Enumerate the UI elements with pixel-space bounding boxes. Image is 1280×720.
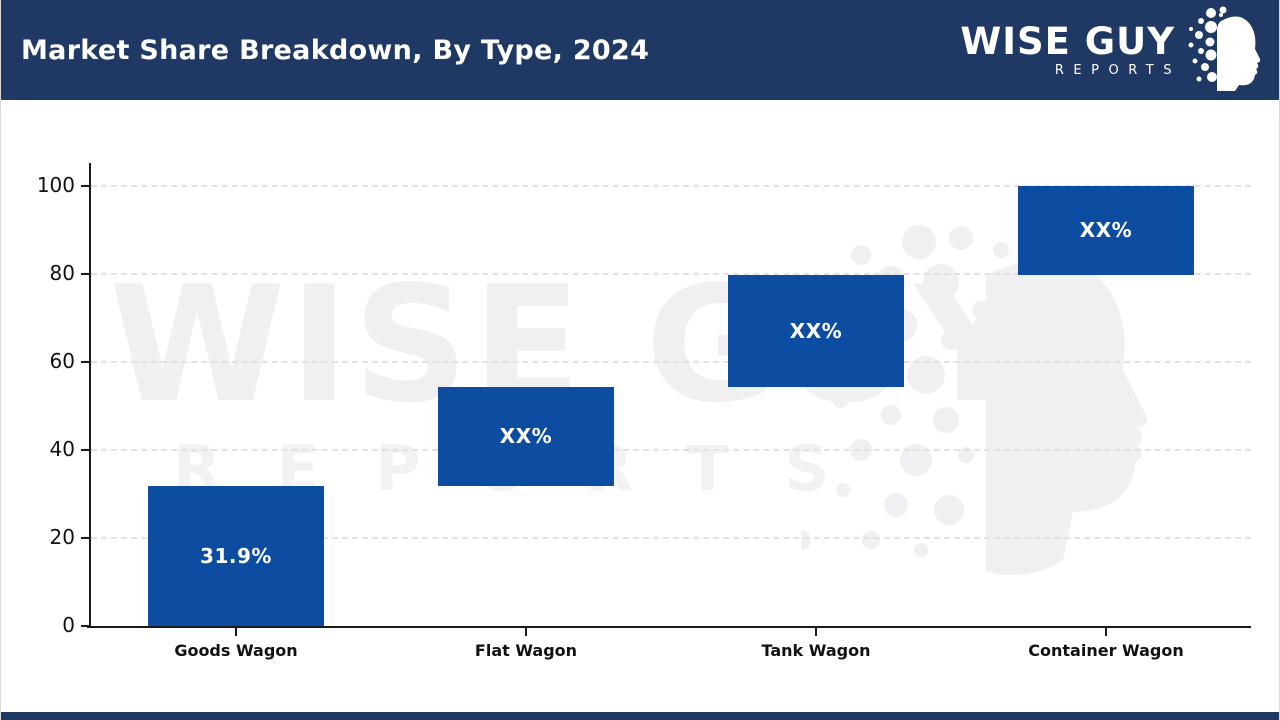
y-tick-60 <box>81 361 89 363</box>
y-tick-20 <box>81 537 89 539</box>
gridline-80 <box>91 273 1251 275</box>
logo-subtitle: REPORTS <box>1054 63 1181 78</box>
y-tick-label-0: 0 <box>62 613 75 637</box>
footer-bar <box>1 712 1279 720</box>
y-tick-label-80: 80 <box>49 261 75 285</box>
x-tick-0 <box>235 628 237 636</box>
logo-head-icon <box>1177 5 1261 95</box>
x-axis-line <box>87 626 1251 628</box>
x-category-label: Flat Wagon <box>474 641 578 660</box>
x-tick-2 <box>815 628 817 636</box>
y-axis-line <box>89 163 91 628</box>
gridline-40 <box>91 449 1251 451</box>
wise-guy-logo: WISE GUY REPORTS <box>960 5 1261 95</box>
x-category-label: Tank Wagon <box>761 641 871 660</box>
y-tick-80 <box>81 273 89 275</box>
bar-value-label: XX% <box>789 318 843 343</box>
bar-value-label: XX% <box>1079 218 1133 243</box>
y-tick-label-40: 40 <box>49 437 75 461</box>
bar-value-label: 31.9% <box>200 543 272 568</box>
x-tick-3 <box>1105 628 1107 636</box>
x-category-label: Goods Wagon <box>174 641 298 660</box>
y-tick-40 <box>81 449 89 451</box>
bar-value-label: XX% <box>499 424 553 449</box>
x-tick-1 <box>525 628 527 636</box>
gridline-100 <box>91 185 1251 187</box>
chart-area: WISE GUY REPORTS 02040608010031.9%Goods … <box>1 100 1279 712</box>
y-tick-label-100: 100 <box>36 173 75 197</box>
bar-flat-wagon: XX% <box>438 387 614 486</box>
gridline-60 <box>91 361 1251 363</box>
y-tick-label-20: 20 <box>49 525 75 549</box>
logo-wordmark: WISE GUY <box>960 20 1175 63</box>
header-bar: Market Share Breakdown, By Type, 2024 WI… <box>1 0 1279 100</box>
page-title: Market Share Breakdown, By Type, 2024 <box>21 34 650 66</box>
y-tick-100 <box>81 185 89 187</box>
y-tick-0 <box>81 625 89 627</box>
bar-goods-wagon: 31.9% <box>148 485 324 626</box>
x-category-label: Container Wagon <box>1028 641 1184 660</box>
logo-text: WISE GUY REPORTS <box>960 23 1175 77</box>
gridline-20 <box>91 537 1251 539</box>
bar-container-wagon: XX% <box>1018 186 1194 275</box>
y-tick-label-60: 60 <box>49 349 75 373</box>
bar-tank-wagon: XX% <box>728 274 904 388</box>
